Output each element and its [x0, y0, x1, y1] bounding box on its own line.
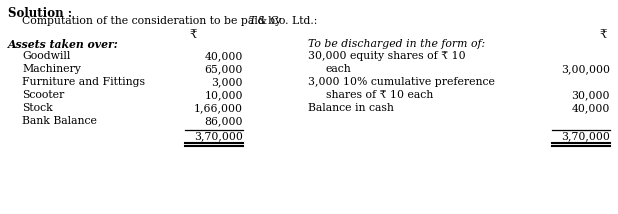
Text: Balance in cash: Balance in cash	[308, 103, 394, 113]
Text: Assets taken over:: Assets taken over:	[8, 39, 119, 50]
Text: 40,000: 40,000	[205, 51, 243, 61]
Text: Solution :: Solution :	[8, 7, 72, 20]
Text: Stock: Stock	[22, 103, 53, 113]
Text: 86,000: 86,000	[205, 116, 243, 126]
Text: shares of ₹ 10 each: shares of ₹ 10 each	[326, 90, 433, 100]
Text: 3,70,000: 3,70,000	[194, 131, 243, 141]
Text: To be discharged in the form of:: To be discharged in the form of:	[308, 39, 485, 49]
Text: ₹: ₹	[189, 28, 197, 41]
Text: 3,70,000: 3,70,000	[561, 131, 610, 141]
Text: 3,00,000: 3,00,000	[561, 64, 610, 74]
Text: 3,000: 3,000	[211, 77, 243, 87]
Text: Furniture and Fittings: Furniture and Fittings	[22, 77, 145, 87]
Text: 40,000: 40,000	[572, 103, 610, 113]
Text: Computation of the consideration to be paid by: Computation of the consideration to be p…	[22, 16, 285, 26]
Text: 30,000: 30,000	[572, 90, 610, 100]
Text: T: T	[248, 16, 255, 26]
Text: ₹: ₹	[599, 28, 607, 41]
Text: Machinery: Machinery	[22, 64, 81, 74]
Text: 3,000 10% cumulative preference: 3,000 10% cumulative preference	[308, 77, 495, 87]
Text: Bank Balance: Bank Balance	[22, 116, 97, 126]
Text: each: each	[326, 64, 352, 74]
Text: 1,66,000: 1,66,000	[194, 103, 243, 113]
Text: Scooter: Scooter	[22, 90, 64, 100]
Text: & Co. Ltd.:: & Co. Ltd.:	[254, 16, 318, 26]
Text: Goodwill: Goodwill	[22, 51, 70, 61]
Text: 30,000 equity shares of ₹ 10: 30,000 equity shares of ₹ 10	[308, 51, 465, 61]
Text: 65,000: 65,000	[205, 64, 243, 74]
Text: 10,000: 10,000	[205, 90, 243, 100]
